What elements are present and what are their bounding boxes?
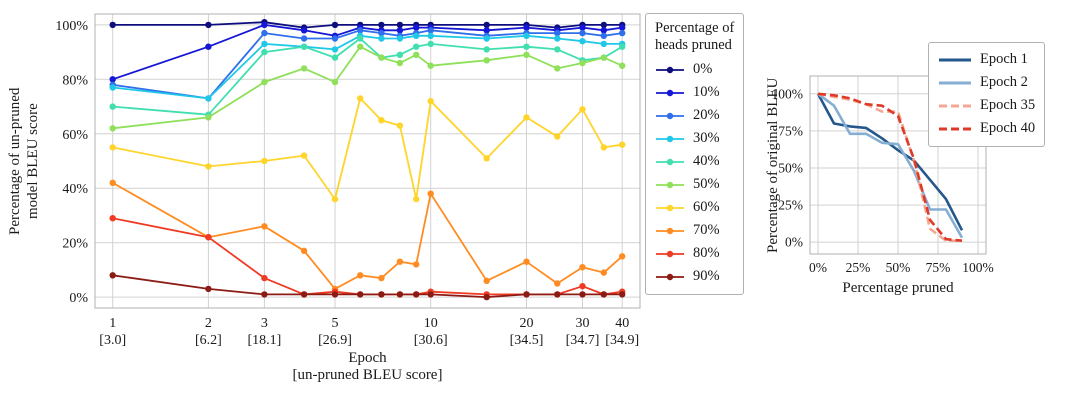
- left-legend-label: 10%: [693, 84, 720, 100]
- left-legend-line-dot-swatch: [656, 204, 684, 211]
- right-legend: Epoch 1 Epoch 2 Epoch 35 Epoch 40: [928, 42, 1046, 147]
- left-x-tick-label: 1: [109, 316, 116, 331]
- right-x-tick-label: 50%: [886, 260, 911, 275]
- left-legend-label: 30%: [693, 130, 720, 146]
- left-x-tick-label: 5: [332, 316, 339, 331]
- left-legend-line-dot-swatch: [656, 250, 684, 257]
- right-legend-label: Epoch 40: [980, 120, 1036, 136]
- left-y-tick-label: 80%: [62, 73, 88, 88]
- left-legend-label: 40%: [693, 153, 720, 169]
- left-legend-label: 20%: [693, 107, 720, 123]
- right-y-tick-label: 100%: [772, 86, 804, 101]
- right-y-tick-label: 25%: [778, 198, 803, 213]
- left-legend: Percentage of heads pruned 0% 10% 20% 30% 40…: [645, 13, 745, 295]
- left-legend-item-10pct: 10%: [654, 81, 734, 104]
- right-legend-label: Epoch 2: [980, 74, 1028, 90]
- left-x-tick-label: 3: [261, 316, 268, 331]
- left-x-tick-bleu-label: [34.7]: [566, 333, 600, 348]
- left-legend-item-30pct: 30%: [654, 127, 734, 150]
- right-legend-label: Epoch 35: [980, 97, 1036, 113]
- right-series-epoch-40: [817, 92, 963, 242]
- left-legend-item-90pct: 90%: [654, 265, 734, 288]
- left-legend-item-50pct: 50%: [654, 173, 734, 196]
- right-legend-line-swatch: [939, 58, 971, 61]
- right-series-epoch-2: [817, 92, 964, 239]
- right-legend-item-epoch-35: Epoch 35: [937, 94, 1035, 117]
- right-y-tick-label: 50%: [778, 161, 803, 176]
- right-legend-item-epoch-1: Epoch 1: [937, 48, 1035, 71]
- left-x-tick-label: 30: [576, 316, 590, 331]
- left-legend-label: 70%: [693, 222, 720, 238]
- left-x-tick-bleu-label: [18.1]: [247, 333, 281, 348]
- left-x-axis-label: Epoch [un-pruned BLEU score]: [95, 350, 640, 384]
- right-legend-line-swatch: [939, 127, 971, 130]
- left-axes-grid: [95, 14, 640, 308]
- left-legend-title-line1: Percentage of: [655, 20, 735, 36]
- right-x-tick-label: 0%: [809, 260, 827, 275]
- left-legend-item-0pct: 0%: [654, 58, 734, 81]
- left-series-60pct: [109, 95, 626, 203]
- left-legend-line-dot-swatch: [656, 135, 684, 142]
- left-x-tick-bleu-label: [34.5]: [510, 333, 544, 348]
- left-legend-line-dot-swatch: [656, 112, 684, 119]
- right-y-tick-label: 0%: [785, 235, 803, 250]
- right-chart: Percentage of original BLEU 0% 25% 50% 75% 1…: [760, 0, 1066, 418]
- left-x-tick-label: 2: [205, 316, 212, 331]
- left-y-tick-label: 100%: [55, 19, 88, 34]
- left-legend-label: 80%: [693, 245, 720, 261]
- left-x-axis-label-line1: Epoch: [348, 350, 387, 366]
- left-legend-label: 0%: [693, 61, 713, 77]
- left-x-tick-label: 40: [615, 316, 629, 331]
- left-y-tick-label: 0%: [69, 291, 88, 306]
- left-legend-line-dot-swatch: [656, 158, 684, 165]
- right-x-axis-label: Percentage pruned: [842, 280, 954, 296]
- left-series-90pct: [109, 272, 626, 301]
- left-series-10pct: [109, 21, 626, 83]
- left-series-50pct: [109, 43, 626, 132]
- right-legend-label: Epoch 1: [980, 51, 1028, 67]
- left-legend-title-line2: heads pruned: [655, 37, 732, 53]
- right-legend-line-swatch: [939, 104, 971, 107]
- left-legend-label: 90%: [693, 268, 720, 284]
- left-x-axis-label-line2: [un-pruned BLEU score]: [292, 367, 443, 383]
- left-legend-label: 60%: [693, 199, 720, 215]
- left-chart-plot: 0% 20% 40% 60% 80% 100% 1 [3.0] 2 [6.2] 3 [18.1] 5 [2…: [55, 13, 641, 348]
- left-legend-line-dot-swatch: [656, 181, 684, 188]
- left-x-tick-bleu-label: [30.6]: [414, 333, 448, 348]
- left-legend-item-40pct: 40%: [654, 150, 734, 173]
- left-legend-item-70pct: 70%: [654, 219, 734, 242]
- left-legend-title: Percentage of heads pruned: [655, 20, 734, 54]
- left-y-tick-label: 60%: [62, 128, 88, 143]
- right-x-tick-label: 75%: [926, 260, 951, 275]
- left-series-40pct: [109, 35, 626, 118]
- left-x-tick-bleu-label: [26.9]: [318, 333, 352, 348]
- left-legend-item-80pct: 80%: [654, 242, 734, 265]
- left-x-tick-bleu-label: [3.0]: [99, 333, 126, 348]
- left-legend-line-dot-swatch: [656, 89, 684, 96]
- left-legend-label: 50%: [693, 176, 720, 192]
- left-chart: Percentage of un-pruned model BLEU score…: [7, 13, 745, 384]
- left-x-tick-label: 10: [424, 316, 438, 331]
- right-legend-item-epoch-40: Epoch 40: [937, 117, 1035, 140]
- left-legend-item-60pct: 60%: [654, 196, 734, 219]
- right-y-tick-label: 75%: [778, 123, 803, 138]
- right-x-tick-label: 25%: [846, 260, 871, 275]
- left-legend-line-dot-swatch: [656, 66, 684, 73]
- left-x-tick-label: 20: [520, 316, 534, 331]
- left-legend-line-dot-swatch: [656, 273, 684, 280]
- left-legend-item-20pct: 20%: [654, 104, 734, 127]
- left-x-tick-bleu-label: [6.2]: [195, 333, 222, 348]
- left-y-tick-label: 40%: [62, 182, 88, 197]
- right-legend-item-epoch-2: Epoch 2: [937, 71, 1035, 94]
- left-x-tick-bleu-label: [34.9]: [605, 333, 639, 348]
- right-legend-line-swatch: [939, 81, 971, 84]
- right-x-tick-label: 100%: [962, 260, 994, 275]
- left-y-tick-label: 20%: [62, 237, 88, 252]
- left-legend-line-dot-swatch: [656, 227, 684, 234]
